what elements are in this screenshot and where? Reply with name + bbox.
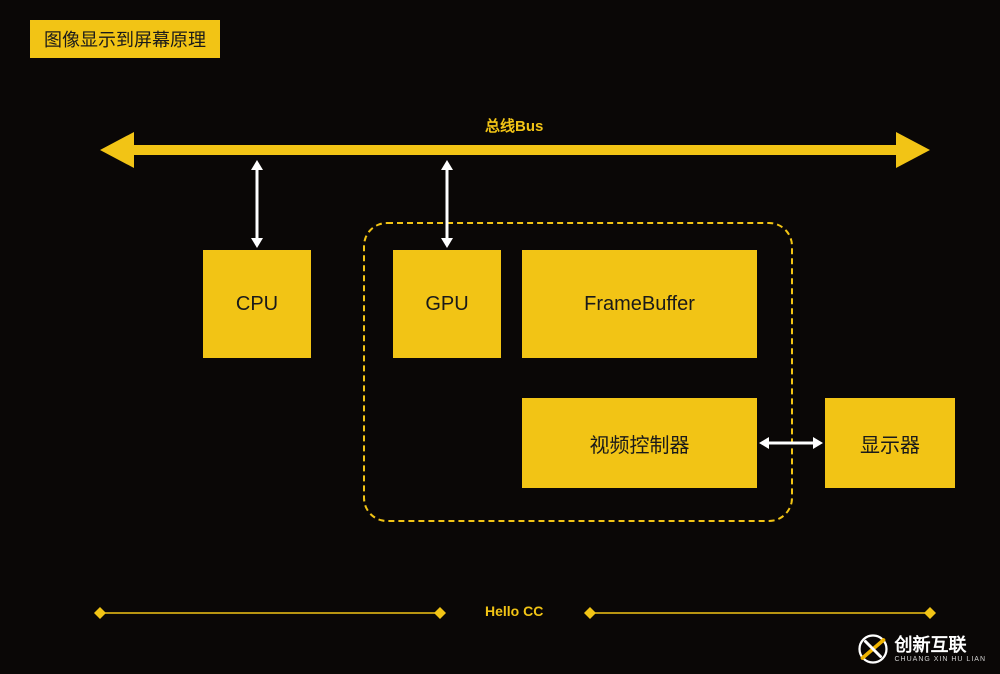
bus-label: 总线Bus	[485, 115, 543, 136]
brand-logo-icon	[858, 634, 888, 664]
node-video-controller: 视频控制器	[522, 398, 757, 488]
footer-label: Hello CC	[485, 603, 543, 619]
node-cpu-label: CPU	[236, 293, 278, 316]
node-framebuffer: FrameBuffer	[522, 250, 757, 358]
brand-logo: 创新互联 CHUANG XIN HU LIAN	[858, 634, 986, 664]
node-gpu: GPU	[393, 250, 501, 358]
diagram-title: 图像显示到屏幕原理	[30, 20, 220, 58]
node-video-controller-label: 视频控制器	[590, 429, 690, 458]
node-gpu-label: GPU	[425, 293, 468, 316]
node-cpu: CPU	[203, 250, 311, 358]
brand-logo-text-en: CHUANG XIN HU LIAN	[894, 656, 986, 663]
brand-logo-text-zh: 创新互联	[894, 636, 986, 654]
diagram-title-text: 图像显示到屏幕原理	[44, 30, 206, 50]
node-display-label: 显示器	[860, 429, 920, 458]
node-framebuffer-label: FrameBuffer	[584, 293, 695, 316]
node-display: 显示器	[825, 398, 955, 488]
